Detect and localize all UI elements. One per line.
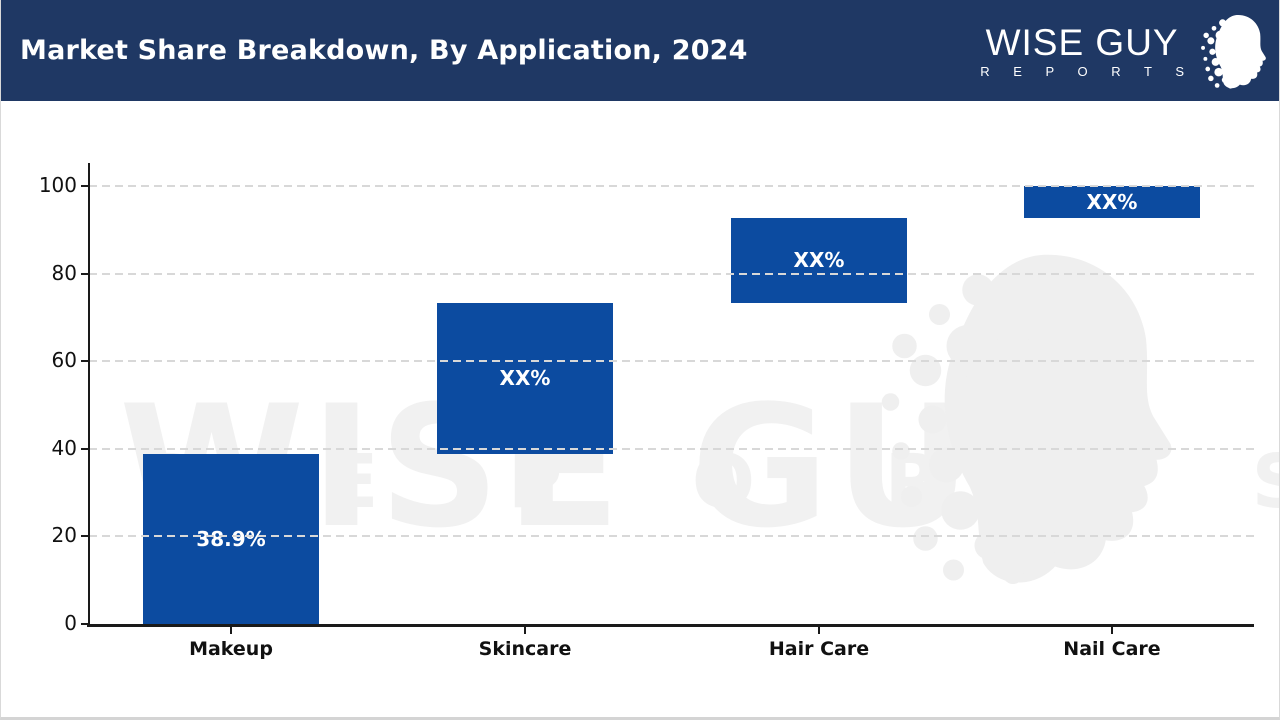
chart-title: Market Share Breakdown, By Application, … xyxy=(20,35,748,66)
gridline-60 xyxy=(89,360,1254,363)
gridline-20 xyxy=(89,535,1254,538)
y-axis-tick-label: 40 xyxy=(51,435,77,460)
y-axis-tick-80 xyxy=(81,272,89,275)
logo-brand-name: WISE GUY xyxy=(985,21,1179,63)
bar-value-label: XX% xyxy=(793,248,845,273)
bar-nail-care: XX% xyxy=(1024,186,1200,218)
x-axis-category-label: Makeup xyxy=(189,638,273,660)
bar-makeup: 38.9% xyxy=(143,453,319,624)
y-axis-tick-label: 100 xyxy=(38,173,77,197)
x-axis-tick-3 xyxy=(818,626,820,634)
x-axis-category-label: Hair Care xyxy=(768,638,870,660)
y-axis-tick-0 xyxy=(81,623,89,625)
x-axis-tick-1 xyxy=(230,626,232,634)
watermark-head-graphic xyxy=(881,254,1172,584)
y-axis-tick-label: 20 xyxy=(51,523,77,548)
logo-brand-subtitle: R E P O R T S xyxy=(980,63,1194,79)
bar-skincare: XX% xyxy=(437,302,613,454)
y-axis-tick-100 xyxy=(81,185,89,187)
gridline-80 xyxy=(89,272,1254,275)
gridline-40 xyxy=(89,447,1254,450)
x-axis-category-label: Nail Care xyxy=(1063,638,1161,660)
bar-value-label: 38.9% xyxy=(196,526,266,551)
wise-guy-reports-logo: WISE GUY R E P O R T S xyxy=(970,8,1268,94)
bar-value-label: XX% xyxy=(499,366,551,391)
logo-wordmark: WISE GUY R E P O R T S xyxy=(970,24,1194,78)
y-axis-tick-20 xyxy=(81,535,89,538)
x-axis-tick-4 xyxy=(1111,626,1113,634)
chart-area: WISE GUY R E P O R T S 0 20 40 60 80 100 38.9%… xyxy=(1,101,1279,717)
y-axis-tick-label: 80 xyxy=(51,260,77,285)
header-bar: Market Share Breakdown, By Application, … xyxy=(1,0,1279,101)
x-axis-tick-2 xyxy=(524,626,526,634)
y-axis-tick-60 xyxy=(81,360,89,363)
x-axis-line xyxy=(87,624,1254,627)
y-axis-tick-label: 60 xyxy=(51,348,77,373)
gridline-100 xyxy=(89,185,1254,187)
dotted-head-logo-icon xyxy=(1201,14,1266,89)
x-axis-category-label: Skincare xyxy=(478,638,572,660)
bar-hair-care: XX% xyxy=(731,217,907,303)
bar-value-label: XX% xyxy=(1086,189,1138,214)
y-axis-line xyxy=(88,163,90,627)
y-axis-tick-label: 0 xyxy=(64,611,77,635)
y-axis-tick-40 xyxy=(81,447,89,450)
